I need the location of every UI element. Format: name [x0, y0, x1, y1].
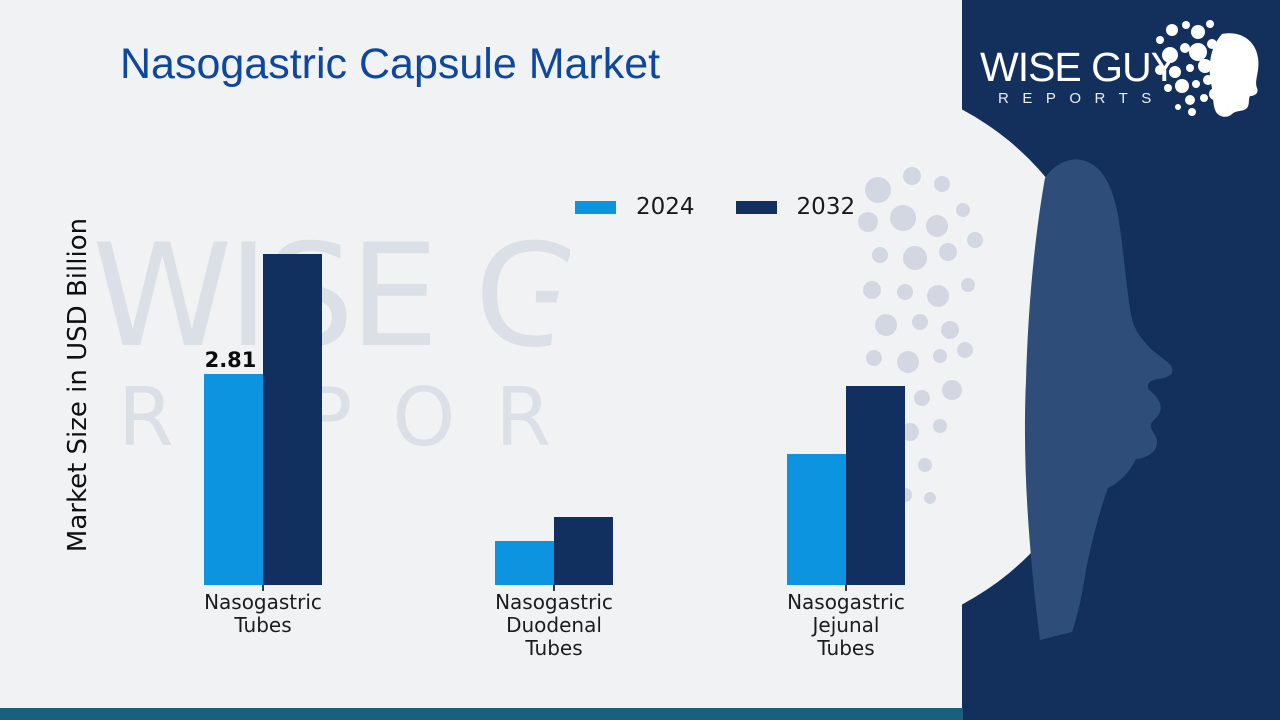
legend-label-2024: 2024: [636, 194, 695, 220]
dotted-face-watermark: [858, 167, 983, 504]
legend-swatch-2032: [735, 200, 777, 214]
face-profile-silhouette: [1024, 159, 1173, 640]
page-title: Nasogastric Capsule Market: [120, 40, 661, 88]
logo-dots-face: [1155, 20, 1221, 116]
legend-item-2032: 2032: [735, 194, 856, 220]
legend-swatch-2024: [575, 200, 616, 214]
legend-label-2032: 2032: [796, 194, 856, 220]
legend: 2024 2032: [575, 194, 855, 220]
circle-cutout: [551, 77, 1111, 637]
legend-item-2024: 2024: [575, 194, 695, 220]
logo-wiseguy-text: WISE GUY: [980, 44, 1178, 90]
footer-teal-bar: [0, 708, 963, 720]
logo-reports-text: REPORTS: [998, 90, 1165, 107]
y-axis-label: Market Size in USD Billion: [63, 217, 93, 553]
logo-face-icon: [1209, 33, 1259, 117]
